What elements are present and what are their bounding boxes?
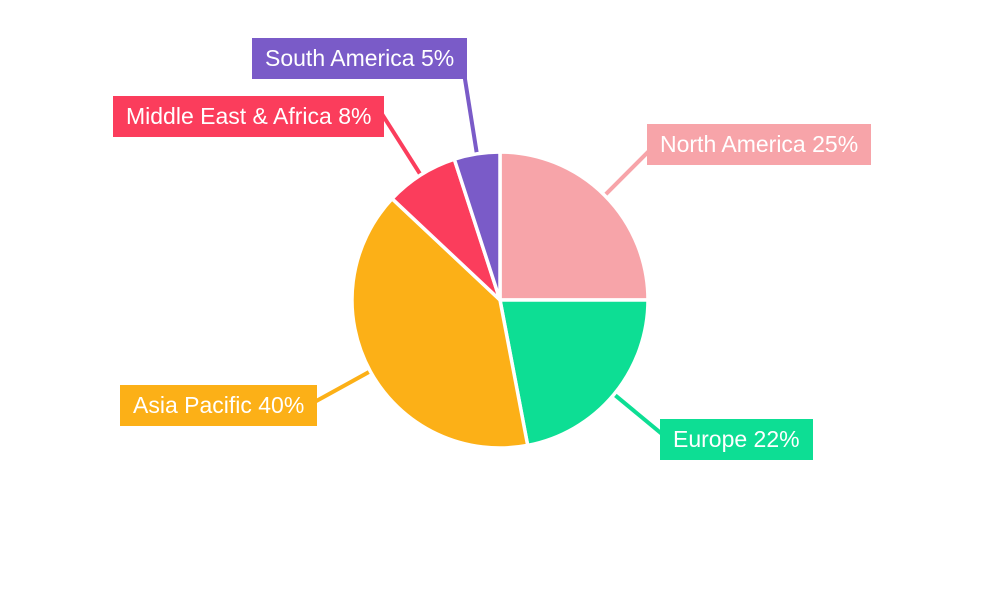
pie-slice-asia-pacific[interactable] bbox=[350, 196, 530, 450]
pie-label-europe: Europe 22% bbox=[660, 419, 813, 460]
pie-slice-north-america[interactable] bbox=[498, 150, 650, 302]
pie-label-asia-pacific: Asia Pacific 40% bbox=[120, 385, 318, 426]
pie-slice-south-america[interactable] bbox=[452, 150, 502, 302]
pie-label-middle-east-africa: Middle East & Africa 8% bbox=[113, 96, 385, 137]
pie-label-north-america: North America 25% bbox=[647, 124, 872, 165]
pie-slice-europe[interactable] bbox=[498, 298, 650, 448]
pie-label-south-america: South America 5% bbox=[252, 38, 468, 79]
leader-line-south-america bbox=[461, 67, 480, 157]
